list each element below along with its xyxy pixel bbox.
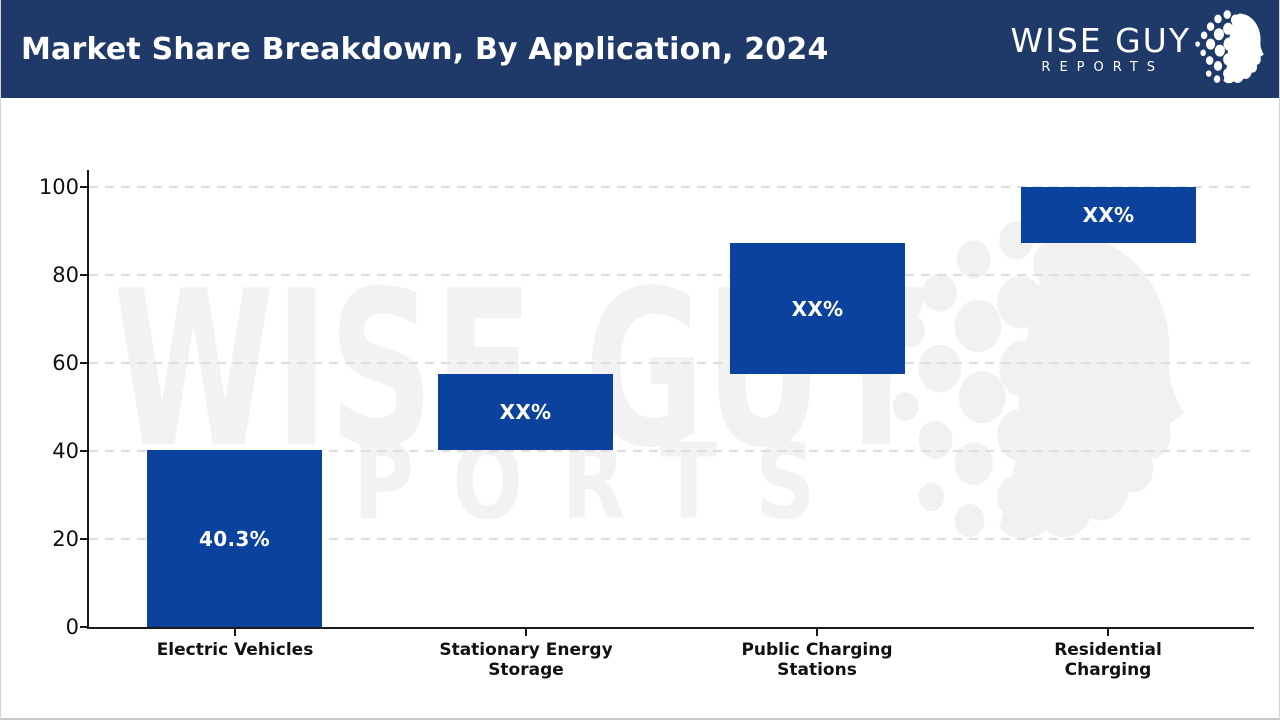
y-tick-label: 100: [38, 175, 79, 199]
y-tick-label: 60: [52, 351, 79, 375]
watermark-face-icon: [869, 221, 1185, 539]
x-category-label: Stationary Energy Storage: [439, 640, 613, 680]
x-tick-mark: [525, 628, 527, 636]
page-title: Market Share Breakdown, By Application, …: [21, 31, 829, 67]
y-axis-spine: [87, 170, 89, 629]
y-tick-mark: [80, 538, 89, 540]
bar: XX%: [730, 243, 905, 374]
y-tick-mark: [80, 186, 89, 188]
y-tick-mark: [80, 626, 89, 628]
grid-line: [89, 538, 1254, 540]
y-tick-label: 20: [52, 527, 79, 551]
x-category-label: Electric Vehicles: [156, 640, 314, 660]
x-tick-mark: [816, 628, 818, 636]
logo-text: WISE GUY REPORTS: [1010, 24, 1191, 75]
y-tick-mark: [80, 450, 89, 452]
bar-value-label: XX%: [791, 296, 844, 321]
bar: XX%: [438, 374, 613, 450]
grid-line: [89, 186, 1254, 188]
bar: XX%: [1021, 187, 1196, 243]
y-tick-mark: [80, 274, 89, 276]
bar-value-label: 40.3%: [199, 526, 270, 551]
y-tick-label: 40: [52, 439, 79, 463]
logo-face-icon: [1195, 10, 1264, 84]
bar: 40.3%: [147, 450, 322, 627]
logo-wiseguy-label: WISE GUY: [1010, 20, 1191, 60]
y-tick-mark: [80, 362, 89, 364]
x-tick-mark: [234, 628, 236, 636]
logo-reports-label: REPORTS: [1041, 59, 1165, 75]
bar-value-label: XX%: [1082, 203, 1135, 227]
y-tick-label: 0: [65, 615, 79, 639]
header-bar: Market Share Breakdown, By Application, …: [1, 0, 1279, 98]
wiseguy-reports-logo: WISE GUY REPORTS: [1010, 8, 1267, 90]
x-tick-mark: [1107, 628, 1109, 636]
grid-line: [89, 450, 1254, 452]
grid-line: [89, 362, 1254, 364]
x-category-label: Public Charging Stations: [741, 640, 893, 680]
x-category-label: Residential Charging: [1054, 640, 1162, 680]
grid-line: [89, 274, 1254, 276]
x-axis-spine: [87, 627, 1254, 629]
y-tick-label: 80: [52, 263, 79, 287]
bar-value-label: XX%: [499, 400, 552, 424]
